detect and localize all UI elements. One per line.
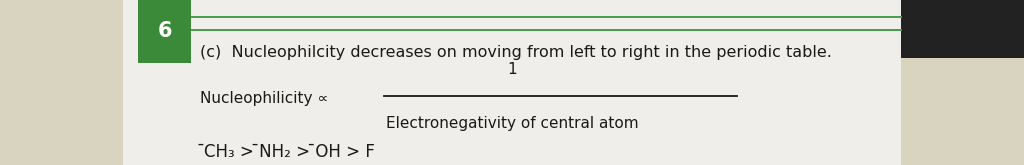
Bar: [123, 0, 901, 165]
Text: 1: 1: [507, 62, 517, 77]
Text: Nucleophilicity ∝: Nucleophilicity ∝: [200, 92, 328, 106]
Text: Electronegativity of central atom: Electronegativity of central atom: [386, 116, 638, 131]
Text: (c)  Nucleophilcity decreases on moving from left to right in the periodic table: (c) Nucleophilcity decreases on moving f…: [200, 45, 831, 60]
Bar: [138, 0, 191, 63]
Text: ̄CH₃ > ̄NH₂ > ̄OH > F: ̄CH₃ > ̄NH₂ > ̄OH > F: [205, 143, 376, 161]
Bar: [901, 0, 1024, 58]
Text: 6: 6: [158, 21, 172, 41]
